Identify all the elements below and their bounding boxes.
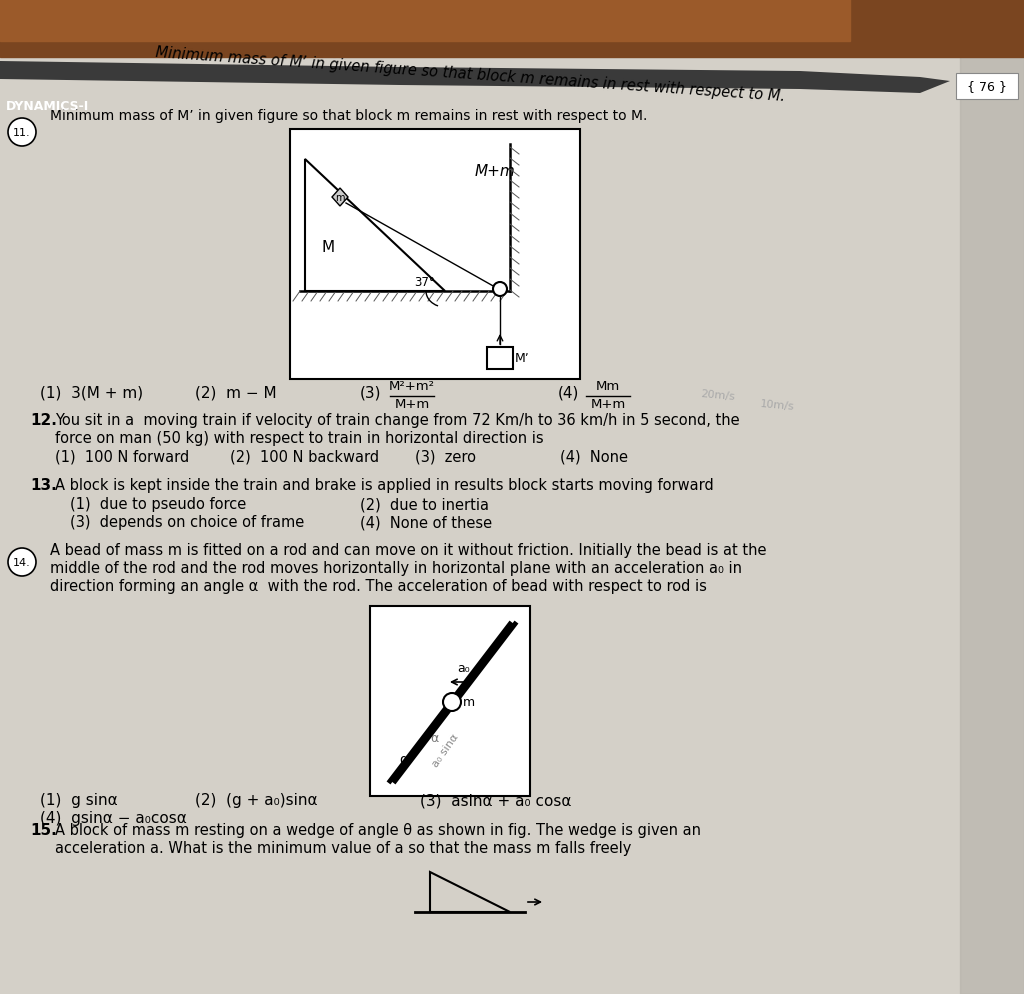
Text: (1)  due to pseudo force: (1) due to pseudo force	[70, 496, 246, 512]
Bar	[290, 130, 580, 380]
Text: a₀: a₀	[458, 661, 470, 674]
Circle shape	[8, 549, 36, 577]
Text: m: m	[463, 696, 475, 709]
Text: (4): (4)	[558, 386, 580, 401]
Text: (1)  g sinα: (1) g sinα	[40, 792, 118, 807]
Text: direction forming an angle α  with the rod. The acceleration of bead with respec: direction forming an angle α with the ro…	[50, 579, 707, 593]
Text: 37°: 37°	[415, 276, 435, 289]
Text: 13.: 13.	[30, 477, 56, 492]
Text: A block of mass m resting on a wedge of angle θ as shown in fig. The wedge is gi: A block of mass m resting on a wedge of …	[55, 822, 701, 837]
Polygon shape	[332, 189, 348, 207]
Text: 20m/s: 20m/s	[700, 389, 735, 402]
Text: M+m: M+m	[394, 398, 430, 411]
Text: M²+m²: M²+m²	[389, 380, 435, 393]
Text: α: α	[430, 732, 438, 745]
Text: A bead of mass m is fitted on a rod and can move on it without friction. Initial: A bead of mass m is fitted on a rod and …	[50, 543, 767, 558]
Text: (3)  asinα + a₀ cosα: (3) asinα + a₀ cosα	[420, 792, 571, 807]
Bar	[370, 606, 530, 796]
Text: 12.: 12.	[30, 413, 57, 427]
Text: middle of the rod and the rod moves horizontally in horizontal plane with an acc: middle of the rod and the rod moves hori…	[50, 561, 742, 576]
Text: (2)  (g + a₀)sinα: (2) (g + a₀)sinα	[195, 792, 317, 807]
Text: force on man (50 kg) with respect to train in horizontal direction is: force on man (50 kg) with respect to tra…	[55, 430, 544, 445]
Text: M+m: M+m	[591, 398, 626, 411]
Polygon shape	[0, 62, 950, 93]
Text: m: m	[335, 193, 345, 203]
Text: (1)  100 N forward: (1) 100 N forward	[55, 449, 189, 464]
Text: 15.: 15.	[30, 822, 56, 837]
Bar	[0, 0, 1024, 58]
Text: (4)  None: (4) None	[560, 449, 628, 464]
Text: Minimum mass of Mʼ in given figure so that block m remains in rest with respect : Minimum mass of Mʼ in given figure so th…	[155, 46, 785, 104]
Text: (3)  zero: (3) zero	[415, 449, 476, 464]
Text: acceleration a. What is the minimum value of a so that the mass m falls freely: acceleration a. What is the minimum valu…	[55, 840, 632, 855]
Text: (2)  m − M: (2) m − M	[195, 386, 276, 401]
Text: Mm: Mm	[596, 380, 621, 393]
Text: a₀ sinα: a₀ sinα	[430, 732, 460, 768]
Text: (2)  100 N backward: (2) 100 N backward	[230, 449, 379, 464]
Circle shape	[8, 119, 36, 147]
Text: 10m/s: 10m/s	[760, 399, 795, 412]
Text: M+m: M+m	[475, 164, 515, 179]
Text: M: M	[322, 241, 335, 255]
Bar	[487, 348, 513, 370]
Text: α: α	[399, 752, 409, 766]
Text: { 76 }: { 76 }	[967, 81, 1007, 93]
Text: 11.: 11.	[13, 128, 31, 138]
Text: (4)  gsinα − a₀cosα: (4) gsinα − a₀cosα	[40, 810, 186, 825]
Bar	[956, 74, 1018, 100]
Bar	[0, 0, 850, 42]
Text: (3): (3)	[360, 386, 382, 401]
Text: DYNAMICS-I: DYNAMICS-I	[6, 100, 89, 113]
Text: (2)  due to inertia: (2) due to inertia	[360, 496, 489, 512]
Text: (3)  depends on choice of frame: (3) depends on choice of frame	[70, 515, 304, 530]
Text: A block is kept inside the train and brake is applied in results block starts mo: A block is kept inside the train and bra…	[55, 477, 714, 492]
Text: (4)  None of these: (4) None of these	[360, 515, 493, 530]
Text: 14.: 14.	[13, 558, 31, 568]
Text: Mʼ: Mʼ	[515, 352, 529, 365]
Circle shape	[493, 282, 507, 296]
Circle shape	[443, 693, 461, 712]
Text: You sit in a  moving train if velocity of train change from 72 Km/h to 36 km/h i: You sit in a moving train if velocity of…	[55, 413, 739, 427]
Text: (1)  3(M + m): (1) 3(M + m)	[40, 386, 143, 401]
Text: Minimum mass of Mʼ in given figure so that block m remains in rest with respect : Minimum mass of Mʼ in given figure so th…	[50, 109, 647, 123]
Bar	[961, 0, 1024, 994]
